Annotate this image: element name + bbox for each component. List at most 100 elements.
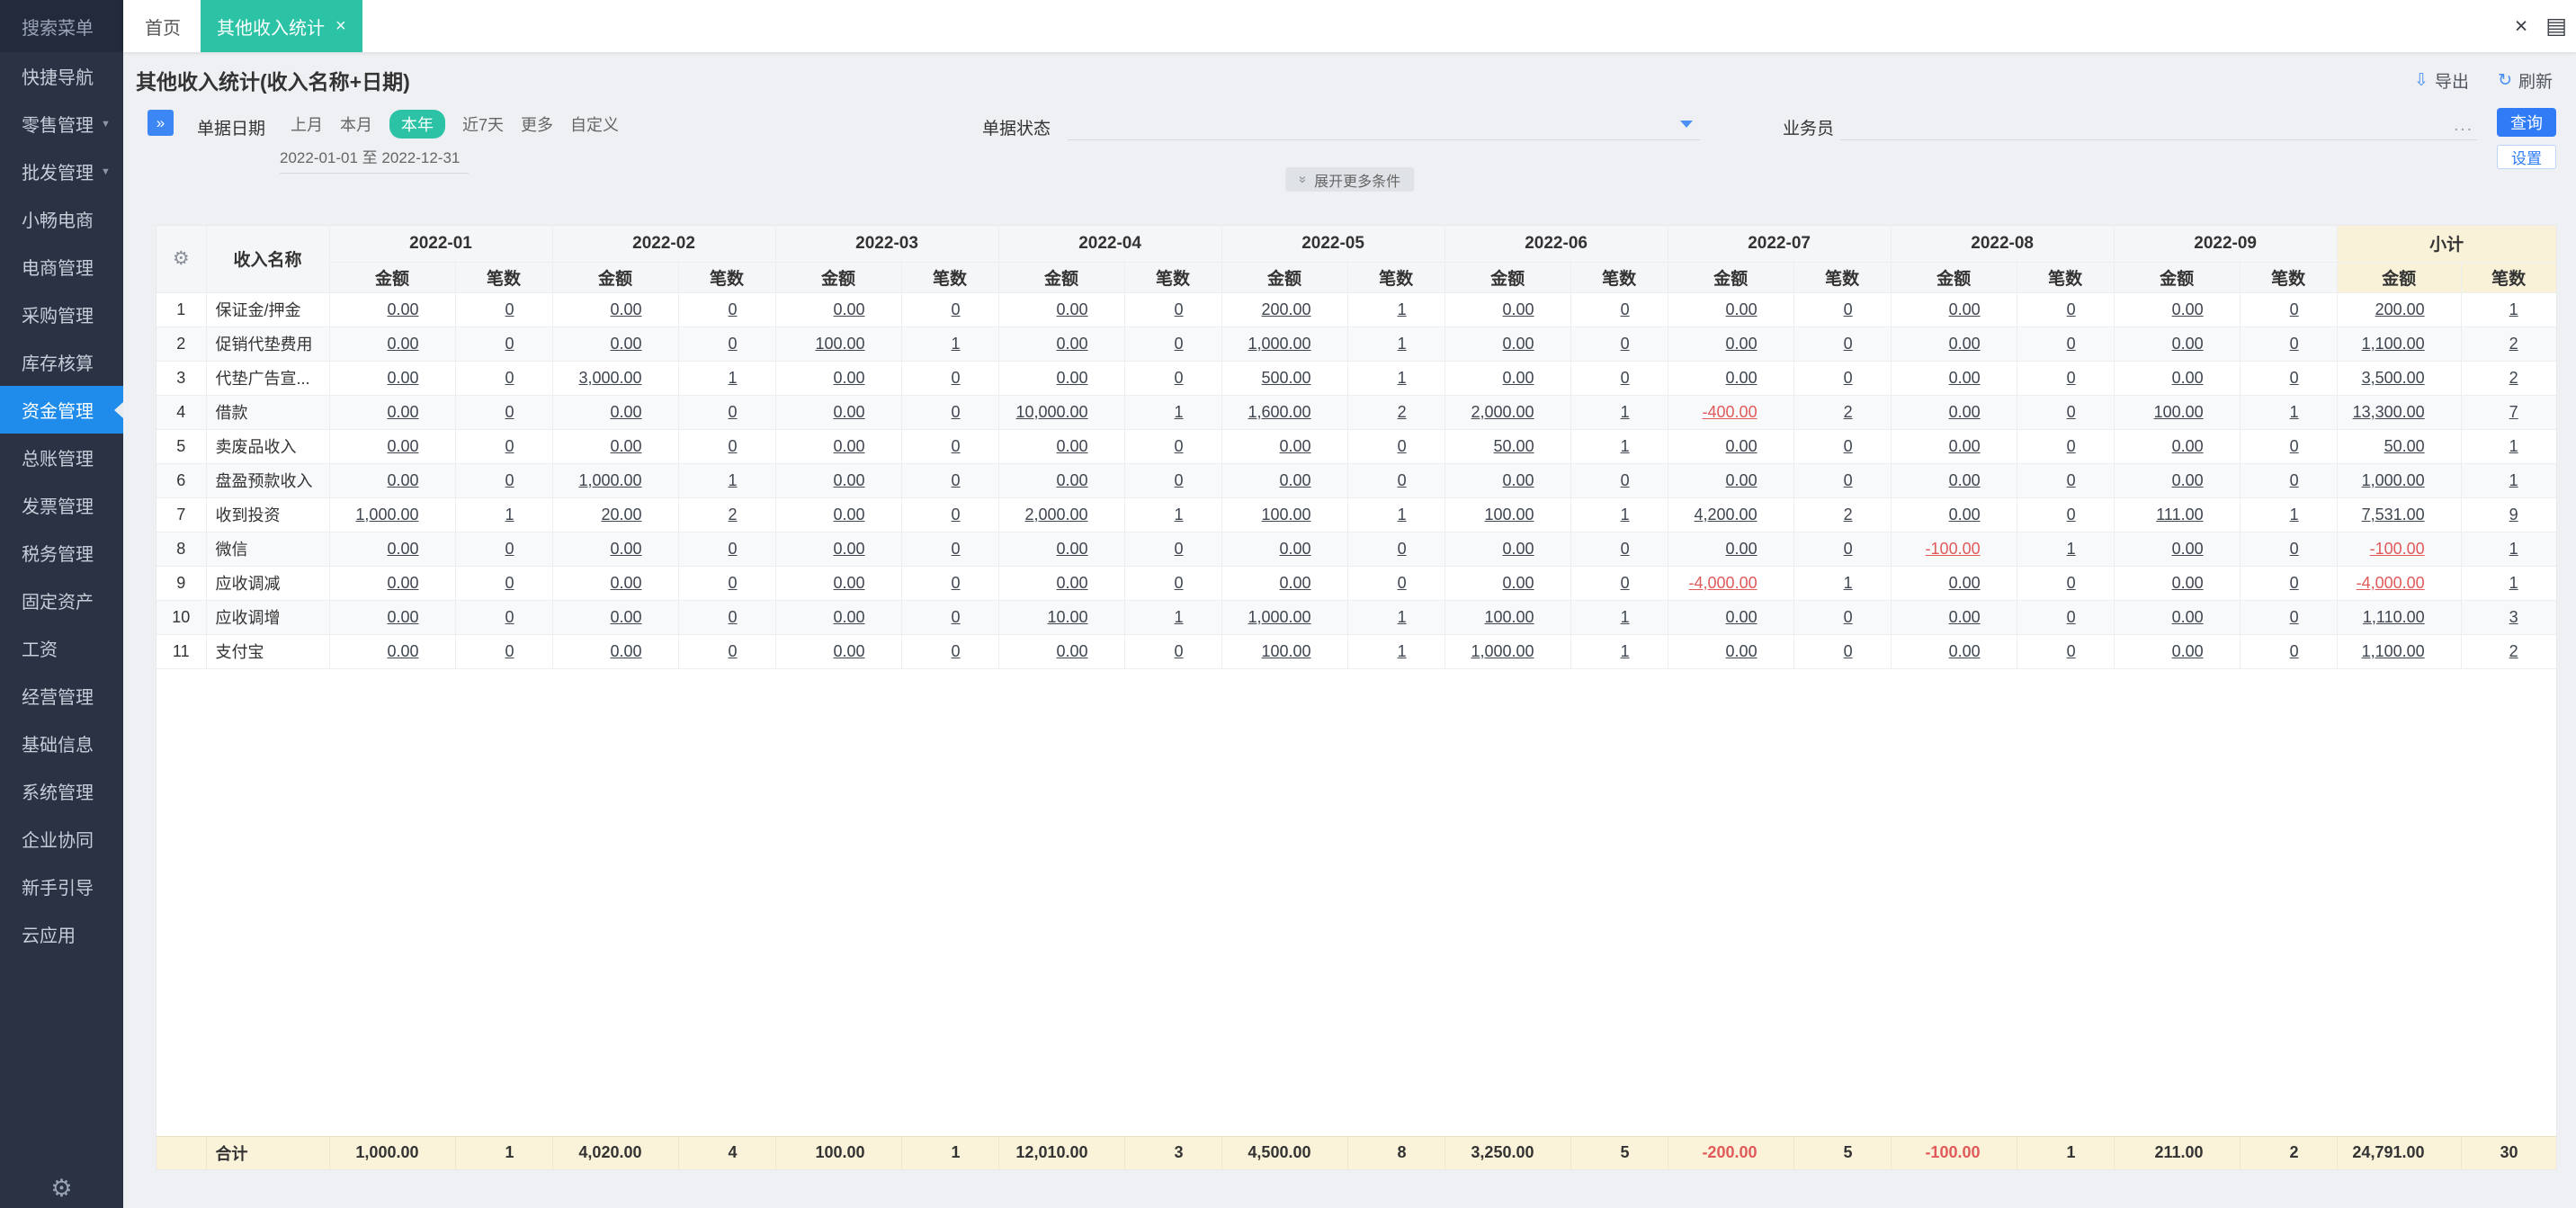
amount-link[interactable]: 0.00 bbox=[1948, 436, 1981, 455]
amount-link[interactable]: 0.00 bbox=[1948, 368, 1981, 387]
count-link[interactable]: 1 bbox=[2509, 470, 2518, 489]
tab-other-income-stats[interactable]: 其他收入统计 × bbox=[201, 0, 362, 52]
amount-link[interactable]: 0.00 bbox=[1502, 539, 1534, 558]
amount-link[interactable]: 0.00 bbox=[1056, 436, 1088, 455]
count-link[interactable]: 0 bbox=[1620, 368, 1630, 387]
count-link[interactable]: 0 bbox=[505, 402, 514, 421]
count-link[interactable]: 0 bbox=[1397, 573, 1407, 592]
count-link[interactable]: 1 bbox=[951, 334, 961, 353]
amount-link[interactable]: 0.00 bbox=[1279, 539, 1311, 558]
count-link[interactable]: 1 bbox=[1620, 402, 1630, 421]
amount-link[interactable]: 0.00 bbox=[387, 436, 419, 455]
count-link[interactable]: 0 bbox=[951, 436, 961, 455]
count-link[interactable]: 0 bbox=[1843, 539, 1853, 558]
count-link[interactable]: 7 bbox=[2509, 402, 2518, 421]
amount-link[interactable]: 100.00 bbox=[1261, 505, 1311, 523]
amount-link[interactable]: 0.00 bbox=[1279, 436, 1311, 455]
count-link[interactable]: 0 bbox=[2289, 641, 2299, 660]
date-option[interactable]: 近7天 bbox=[462, 116, 505, 134]
sidebar-item[interactable]: 采购管理 bbox=[0, 291, 123, 338]
amount-link[interactable]: 0.00 bbox=[1725, 436, 1758, 455]
amount-link[interactable]: 200.00 bbox=[1261, 300, 1311, 318]
sidebar-item[interactable]: 发票管理 bbox=[0, 481, 123, 529]
count-link[interactable]: 0 bbox=[505, 607, 514, 626]
count-link[interactable]: 0 bbox=[728, 334, 738, 353]
count-link[interactable]: 0 bbox=[951, 641, 961, 660]
amount-link[interactable]: -100.00 bbox=[1925, 539, 1981, 558]
count-link[interactable]: 0 bbox=[2066, 607, 2076, 626]
amount-link[interactable]: 4,200.00 bbox=[1694, 505, 1758, 523]
count-link[interactable]: 1 bbox=[1174, 505, 1184, 523]
count-link[interactable]: 0 bbox=[2066, 505, 2076, 523]
amount-link[interactable]: 0.00 bbox=[1948, 470, 1981, 489]
count-link[interactable]: 0 bbox=[951, 607, 961, 626]
amount-link[interactable]: 0.00 bbox=[387, 607, 419, 626]
amount-link[interactable]: 0.00 bbox=[1502, 300, 1534, 318]
count-link[interactable]: 1 bbox=[1620, 607, 1630, 626]
sidebar-item[interactable]: 税务管理 bbox=[0, 529, 123, 577]
count-link[interactable]: 0 bbox=[728, 539, 738, 558]
count-link[interactable]: 0 bbox=[2289, 300, 2299, 318]
count-link[interactable]: 0 bbox=[2289, 607, 2299, 626]
amount-link[interactable]: 100.00 bbox=[1484, 607, 1534, 626]
count-link[interactable]: 0 bbox=[1174, 539, 1184, 558]
amount-link[interactable]: 0.00 bbox=[1725, 368, 1758, 387]
count-link[interactable]: 2 bbox=[1397, 402, 1407, 421]
amount-link[interactable]: 0.00 bbox=[610, 539, 642, 558]
amount-link[interactable]: 100.00 bbox=[1484, 505, 1534, 523]
amount-link[interactable]: 0.00 bbox=[833, 368, 865, 387]
amount-link[interactable]: 0.00 bbox=[2171, 300, 2204, 318]
amount-link[interactable]: 3,000.00 bbox=[578, 368, 642, 387]
amount-link[interactable]: 0.00 bbox=[833, 402, 865, 421]
amount-link[interactable]: -4,000.00 bbox=[1688, 573, 1758, 592]
count-link[interactable]: 0 bbox=[505, 334, 514, 353]
amount-link[interactable]: 0.00 bbox=[833, 573, 865, 592]
count-link[interactable]: 0 bbox=[1174, 573, 1184, 592]
amount-link[interactable]: 0.00 bbox=[833, 641, 865, 660]
amount-link[interactable]: 0.00 bbox=[1948, 505, 1981, 523]
count-link[interactable]: 2 bbox=[728, 505, 738, 523]
amount-link[interactable]: 0.00 bbox=[1502, 573, 1534, 592]
count-link[interactable]: 0 bbox=[2289, 334, 2299, 353]
amount-link[interactable]: 13,300.00 bbox=[2352, 402, 2425, 421]
amount-link[interactable]: 0.00 bbox=[1056, 539, 1088, 558]
amount-link[interactable]: 200.00 bbox=[2375, 300, 2425, 318]
amount-link[interactable]: 0.00 bbox=[2171, 470, 2204, 489]
amount-link[interactable]: 3,500.00 bbox=[2361, 368, 2425, 387]
amount-link[interactable]: 100.00 bbox=[2153, 402, 2204, 421]
count-link[interactable]: 0 bbox=[2289, 368, 2299, 387]
amount-link[interactable]: 0.00 bbox=[2171, 436, 2204, 455]
sidebar-search[interactable]: 搜索菜单 bbox=[0, 0, 123, 52]
count-link[interactable]: 0 bbox=[728, 402, 738, 421]
count-link[interactable]: 0 bbox=[2066, 573, 2076, 592]
count-link[interactable]: 0 bbox=[951, 368, 961, 387]
count-link[interactable]: 1 bbox=[1397, 334, 1407, 353]
amount-link[interactable]: 0.00 bbox=[1502, 470, 1534, 489]
refresh-button[interactable]: ↻ 刷新 bbox=[2498, 68, 2553, 93]
amount-link[interactable]: 0.00 bbox=[1056, 334, 1088, 353]
tab-list-icon[interactable]: ▤ bbox=[2545, 13, 2567, 39]
sidebar-item[interactable]: 云应用 bbox=[0, 910, 123, 958]
salesman-picker-button[interactable]: ... bbox=[2454, 116, 2473, 135]
amount-link[interactable]: 0.00 bbox=[387, 402, 419, 421]
amount-link[interactable]: 50.00 bbox=[2384, 436, 2425, 455]
amount-link[interactable]: 0.00 bbox=[387, 470, 419, 489]
amount-link[interactable]: 0.00 bbox=[833, 607, 865, 626]
amount-link[interactable]: 0.00 bbox=[387, 368, 419, 387]
amount-link[interactable]: 0.00 bbox=[1725, 334, 1758, 353]
amount-link[interactable]: 0.00 bbox=[1279, 573, 1311, 592]
count-link[interactable]: 1 bbox=[1397, 300, 1407, 318]
amount-link[interactable]: 0.00 bbox=[610, 607, 642, 626]
amount-link[interactable]: 0.00 bbox=[1502, 368, 1534, 387]
amount-link[interactable]: 0.00 bbox=[1948, 641, 1981, 660]
amount-link[interactable]: 1,000.00 bbox=[1248, 334, 1311, 353]
amount-link[interactable]: 1,000.00 bbox=[2361, 470, 2425, 489]
count-link[interactable]: 0 bbox=[1174, 334, 1184, 353]
sidebar-item[interactable]: 库存核算 bbox=[0, 338, 123, 386]
tab-home[interactable]: 首页 bbox=[145, 18, 181, 39]
amount-link[interactable]: 0.00 bbox=[2171, 368, 2204, 387]
count-link[interactable]: 1 bbox=[1620, 641, 1630, 660]
count-link[interactable]: 0 bbox=[1620, 573, 1630, 592]
count-link[interactable]: 0 bbox=[505, 641, 514, 660]
count-link[interactable]: 0 bbox=[2066, 368, 2076, 387]
